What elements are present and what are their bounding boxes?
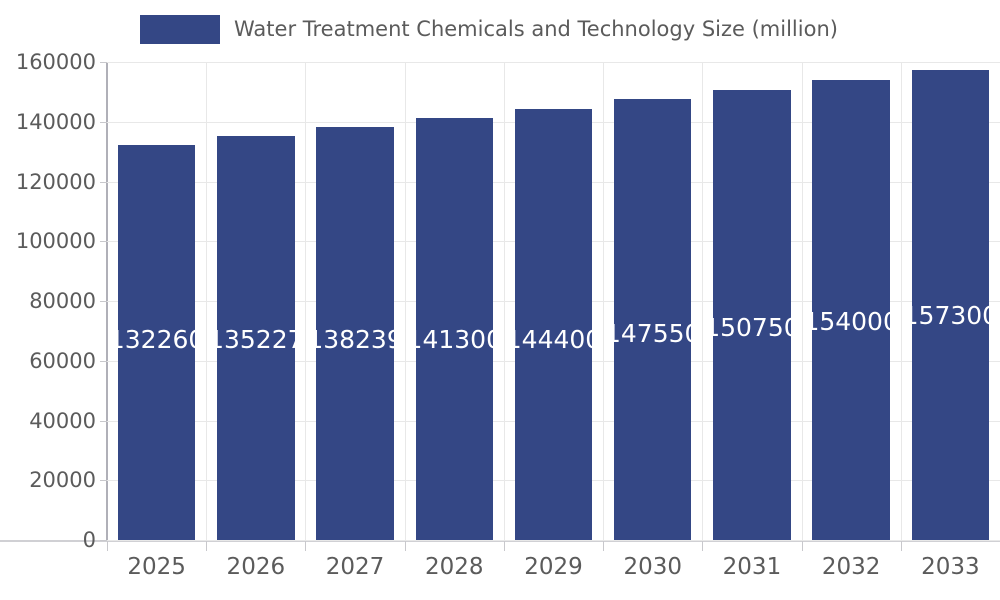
legend-color-swatch: [140, 14, 220, 44]
x-axis-spine: [0, 540, 1000, 542]
y-axis-tick-mark: [100, 181, 107, 183]
bar-rect: [514, 108, 593, 540]
y-axis-tick-mark: [100, 360, 107, 362]
y-axis-tick-label: 160000: [15, 50, 96, 74]
gridline-vertical: [305, 62, 306, 540]
y-axis-tick-label: 40000: [29, 408, 96, 433]
bar[interactable]: 132260: [117, 144, 196, 540]
gridline-vertical: [702, 62, 703, 540]
bar[interactable]: 138239: [316, 127, 394, 540]
bar[interactable]: 150750: [713, 89, 791, 540]
gridline-vertical: [901, 62, 902, 540]
x-axis-tick-label: 2029: [524, 554, 583, 580]
y-axis-tick-mark: [100, 540, 107, 541]
plot-area: 132260 135227 138239 141300 144400 147550 1507…: [107, 62, 1000, 541]
x-axis-tick-mark: [603, 541, 604, 551]
gridline-horizontal: [107, 540, 1000, 541]
x-axis-tick-mark: [901, 541, 902, 551]
gridline-vertical: [603, 62, 604, 540]
legend-label: Water Treatment Chemicals and Technology…: [234, 16, 838, 41]
y-axis-tick-label: 20000: [29, 468, 96, 493]
bar-rect: [911, 70, 990, 540]
bar-rect: [117, 144, 196, 540]
gridline-vertical: [206, 62, 207, 540]
bar[interactable]: 147550: [614, 99, 692, 540]
bar-rect: [217, 136, 295, 540]
x-axis-tick-mark: [405, 541, 406, 551]
x-axis-tick-label: 2026: [226, 554, 286, 580]
bar-rect: [316, 127, 394, 540]
x-axis-tick-mark: [802, 541, 803, 551]
x-axis-tick-mark: [206, 541, 207, 551]
gridline-horizontal: [107, 62, 1000, 63]
gridline-vertical: [504, 62, 505, 540]
y-axis-tick-mark: [100, 301, 107, 302]
y-axis-tick-label: 0: [82, 528, 96, 552]
bar[interactable]: 157300: [911, 70, 990, 540]
y-axis-tick-mark: [100, 62, 107, 63]
bar[interactable]: 135227: [217, 136, 295, 540]
x-axis-tick-label: 2030: [623, 554, 682, 580]
y-axis-tick-mark: [100, 420, 107, 422]
gridline-vertical: [802, 62, 803, 540]
y-axis-tick-mark: [100, 121, 107, 123]
y-axis-tick-label: 80000: [29, 289, 96, 313]
y-axis-tick-label: 140000: [15, 109, 96, 134]
bar[interactable]: 154000: [812, 79, 890, 540]
x-axis-tick-mark: [305, 541, 306, 551]
x-axis-tick-label: 2033: [921, 554, 980, 580]
y-axis-tick-mark: [100, 241, 107, 243]
bar-rect: [415, 117, 493, 540]
x-axis-tick-mark: [107, 541, 108, 551]
x-axis-tick-mark: [702, 541, 703, 551]
x-axis-tick-label: 2028: [424, 554, 484, 580]
chart-legend: Water Treatment Chemicals and Technology…: [140, 13, 838, 45]
gridline-vertical: [405, 62, 406, 540]
y-axis-tick-mark: [100, 480, 107, 482]
x-axis-tick-label: 2031: [722, 554, 782, 580]
y-axis-tick-label: 60000: [29, 348, 96, 373]
x-axis-tick-mark: [504, 541, 505, 551]
bar-rect: [614, 99, 692, 540]
bar-rect: [812, 79, 890, 540]
x-axis-tick-label: 2027: [325, 554, 385, 580]
bar[interactable]: 144400: [514, 108, 593, 540]
y-axis-tick-label: 100000: [15, 229, 96, 254]
bar-rect: [713, 89, 791, 540]
x-axis-tick-label: 2032: [821, 554, 881, 580]
bar[interactable]: 141300: [415, 117, 493, 540]
x-axis-tick-label: 2025: [127, 554, 186, 580]
y-axis-tick-label: 120000: [15, 169, 96, 194]
